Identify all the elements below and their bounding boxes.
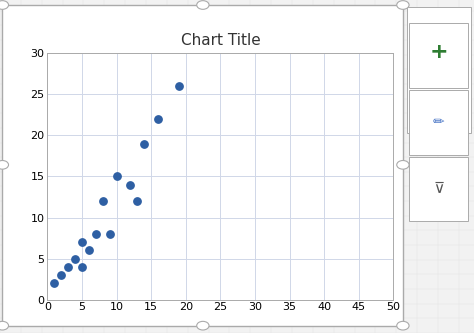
Point (99, 198, 107, 204)
Text: +: + (429, 42, 448, 62)
Point (57, 272, 65, 278)
Point (92, 231, 100, 237)
Point (134, 198, 141, 204)
Point (175, 84, 182, 89)
Text: ✏: ✏ (433, 115, 445, 129)
Point (85, 248, 93, 253)
Text: ⊽: ⊽ (433, 180, 444, 196)
Point (155, 116, 162, 122)
Point (78, 239, 86, 245)
Point (106, 231, 113, 237)
Point (51, 281, 58, 286)
Point (78, 264, 86, 269)
Point (71, 256, 79, 261)
Point (64, 264, 72, 269)
Point (127, 182, 134, 187)
Point (113, 174, 120, 179)
Title: Chart Title: Chart Title (181, 33, 260, 48)
Point (140, 141, 148, 146)
